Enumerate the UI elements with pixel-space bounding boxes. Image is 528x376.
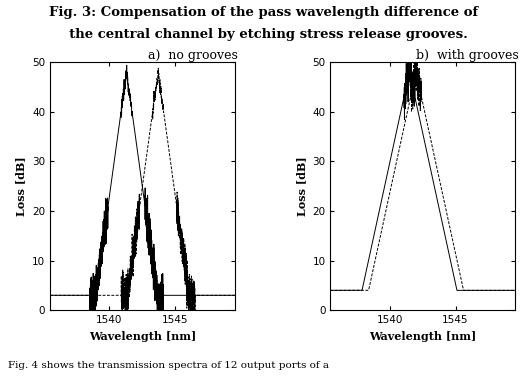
Text: a)  no grooves: a) no grooves	[148, 49, 238, 62]
Text: Fig. 4 shows the transmission spectra of 12 output ports of a: Fig. 4 shows the transmission spectra of…	[8, 361, 329, 370]
Y-axis label: Loss [dB]: Loss [dB]	[16, 156, 26, 216]
X-axis label: Wavelength [nm]: Wavelength [nm]	[369, 331, 476, 342]
Text: the central channel by etching stress release grooves.: the central channel by etching stress re…	[60, 28, 468, 41]
Y-axis label: Loss [dB]: Loss [dB]	[296, 156, 307, 216]
Text: b)  with grooves: b) with grooves	[416, 49, 518, 62]
Text: Fig. 3: Compensation of the pass wavelength difference of: Fig. 3: Compensation of the pass wavelen…	[50, 6, 478, 19]
X-axis label: Wavelength [nm]: Wavelength [nm]	[89, 331, 196, 342]
